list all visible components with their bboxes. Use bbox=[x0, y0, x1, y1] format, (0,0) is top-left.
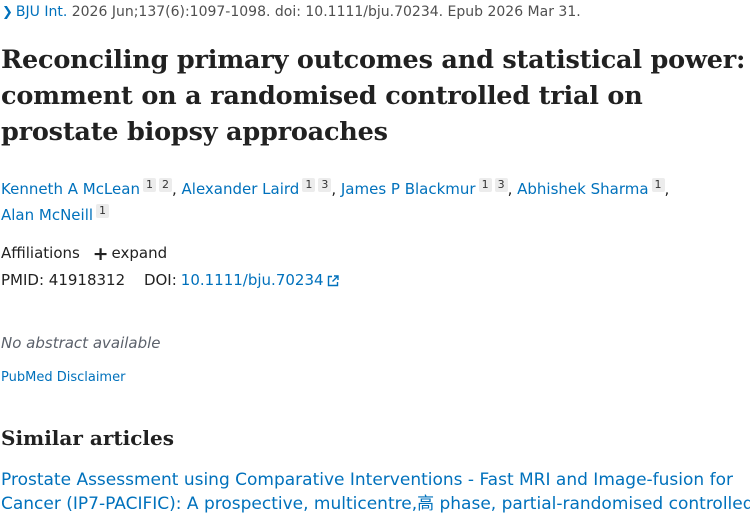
affiliation-number[interactable]: 1 bbox=[96, 204, 110, 218]
pmid-value: 41918312 bbox=[48, 271, 126, 289]
doi-link[interactable]: 10.1111/bju.70234 bbox=[181, 271, 339, 289]
pubmed-disclaimer-link[interactable]: PubMed Disclaimer bbox=[1, 370, 126, 385]
affiliation-number[interactable]: 2 bbox=[158, 178, 172, 192]
author-link[interactable]: Alexander Laird bbox=[181, 180, 300, 198]
doi-value[interactable]: 10.1111/bju.70234 bbox=[180, 271, 324, 289]
similar-article-title-line-1[interactable]: Prostate Assessment using Comparative In… bbox=[1, 470, 733, 490]
citation-line: ❯ BJU Int. 2026 Jun;137(6):1097-1098. doi… bbox=[2, 4, 581, 20]
similar-article-title-line-2[interactable]: Cancer (IP7-PACIFIC): A prospective, mul… bbox=[1, 494, 750, 514]
doi-label: DOI: bbox=[143, 271, 177, 289]
affiliation-number[interactable]: 3 bbox=[494, 178, 508, 192]
identifiers-line: PMID: 41918312 DOI: 10.1111/bju.70234 bbox=[1, 271, 339, 289]
no-abstract-notice: No abstract available bbox=[1, 334, 161, 352]
affiliation-number[interactable]: 3 bbox=[318, 178, 332, 192]
affiliation-number[interactable]: 1 bbox=[302, 178, 316, 192]
affiliation-number[interactable]: 1 bbox=[478, 178, 492, 192]
author-separator: , bbox=[171, 180, 182, 198]
citation-details: 2026 Jun;137(6):1097-1098. doi: 10.1111/… bbox=[71, 4, 581, 20]
affiliations-label: Affiliations bbox=[1, 244, 80, 262]
author-separator: , bbox=[507, 180, 518, 198]
author-link[interactable]: Kenneth A McLean bbox=[1, 180, 140, 198]
similar-article-link[interactable]: Prostate Assessment using Comparative In… bbox=[1, 468, 750, 516]
author-link[interactable]: James P Blackmur bbox=[340, 180, 476, 198]
article-title: Reconciling primary outcomes and statist… bbox=[1, 45, 746, 147]
authors-list: Kenneth A McLean 1 2, Alexander Laird 1 3, J… bbox=[1, 176, 741, 228]
similar-articles-heading: Similar articles bbox=[1, 426, 174, 450]
author-link[interactable]: Abhishek Sharma bbox=[517, 180, 649, 198]
author-separator: , bbox=[664, 180, 670, 198]
journal-link[interactable]: BJU Int. bbox=[15, 4, 68, 20]
affiliation-number[interactable]: 1 bbox=[651, 178, 665, 192]
expand-label: expand bbox=[111, 244, 168, 262]
affiliations-section: Affiliations + expand bbox=[1, 243, 167, 265]
author-link[interactable]: Alan McNeill bbox=[1, 206, 94, 224]
plus-icon: + bbox=[92, 243, 109, 265]
affiliations-expand-button[interactable]: + expand bbox=[92, 243, 168, 265]
external-link-icon[interactable] bbox=[327, 275, 339, 287]
pmid-label: PMID: bbox=[1, 271, 45, 289]
affiliation-number[interactable]: 1 bbox=[142, 178, 156, 192]
author-separator: , bbox=[331, 180, 341, 198]
chevron-right-icon[interactable]: ❯ bbox=[2, 5, 13, 20]
